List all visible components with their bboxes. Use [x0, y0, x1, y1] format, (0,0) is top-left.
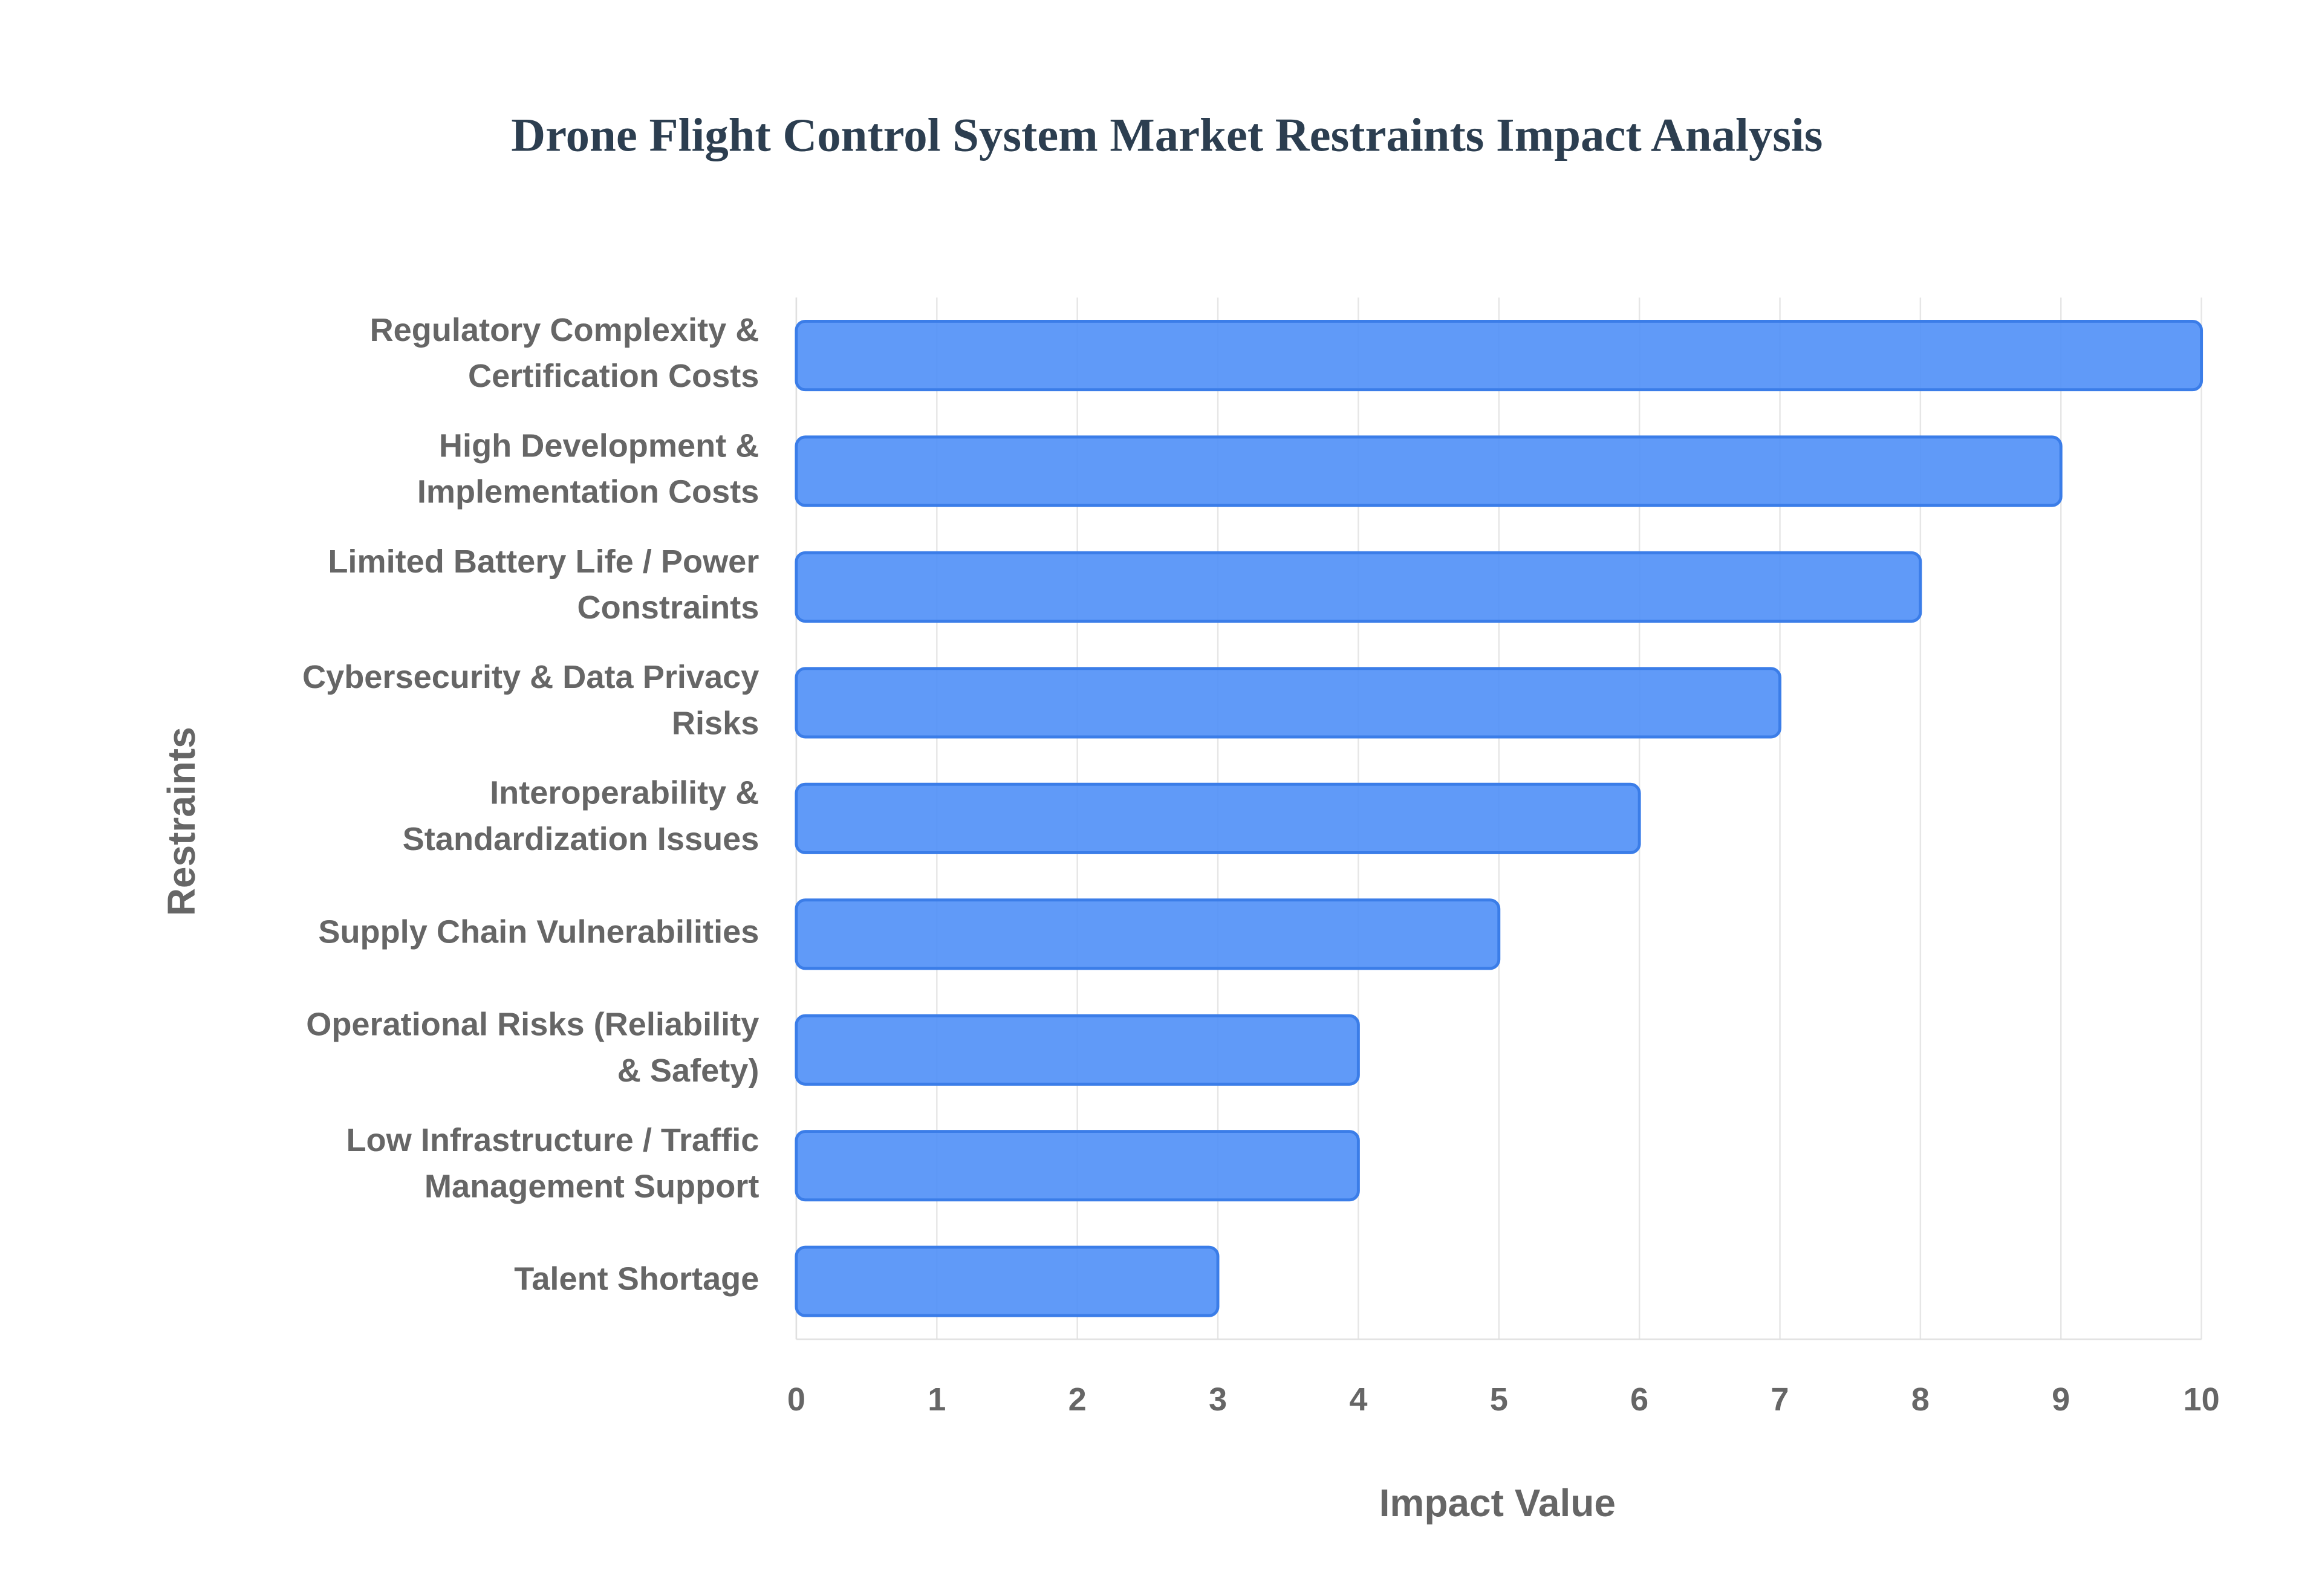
bar: [795, 1245, 1220, 1317]
x-tick-label: 2: [1068, 1381, 1087, 1418]
x-tick-label: 7: [1771, 1381, 1789, 1418]
y-tick-label: Low Infrastructure / Traffic Management S…: [346, 1122, 759, 1204]
bar: [795, 1130, 1360, 1202]
chart-title: Drone Flight Control System Market Restr…: [511, 109, 1823, 161]
y-tick-label: Limited Battery Life / Power Constraints: [328, 543, 759, 626]
x-tick-label: 9: [2052, 1381, 2070, 1418]
x-tick-label: 3: [1209, 1381, 1227, 1418]
y-tick-label: Interoperability & Standardization Issues: [403, 775, 759, 857]
bar: [795, 782, 1641, 854]
y-tick-label: Cybersecurity & Data Privacy Risks: [302, 660, 759, 742]
x-tick-label: 10: [2183, 1381, 2219, 1418]
bar: [795, 667, 1781, 739]
x-tick-label: 4: [1349, 1381, 1367, 1418]
x-tick-label: 1: [928, 1381, 946, 1418]
y-tick-label: Supply Chain Vulnerabilities: [318, 914, 759, 950]
x-tick-label: 5: [1490, 1381, 1508, 1418]
x-tick-label: 0: [787, 1381, 805, 1418]
x-axis-title: Impact Value: [1379, 1481, 1616, 1525]
bar: [795, 435, 2063, 507]
x-tick-label: 8: [1911, 1381, 1930, 1418]
y-tick-label: Talent Shortage: [514, 1261, 759, 1297]
y-tick-label: High Development & Implementation Costs: [417, 428, 759, 510]
y-tick-label: Regulatory Complexity & Certification Cos…: [370, 312, 759, 394]
bar: [795, 319, 2203, 392]
y-tick-label: Operational Risks (Reliability & Safety): [306, 1007, 759, 1089]
x-tick-label: 6: [1630, 1381, 1648, 1418]
bar: [795, 551, 1922, 623]
bar: [795, 1014, 1360, 1086]
y-axis-title: Restraints: [160, 727, 203, 916]
bar: [795, 898, 1501, 970]
